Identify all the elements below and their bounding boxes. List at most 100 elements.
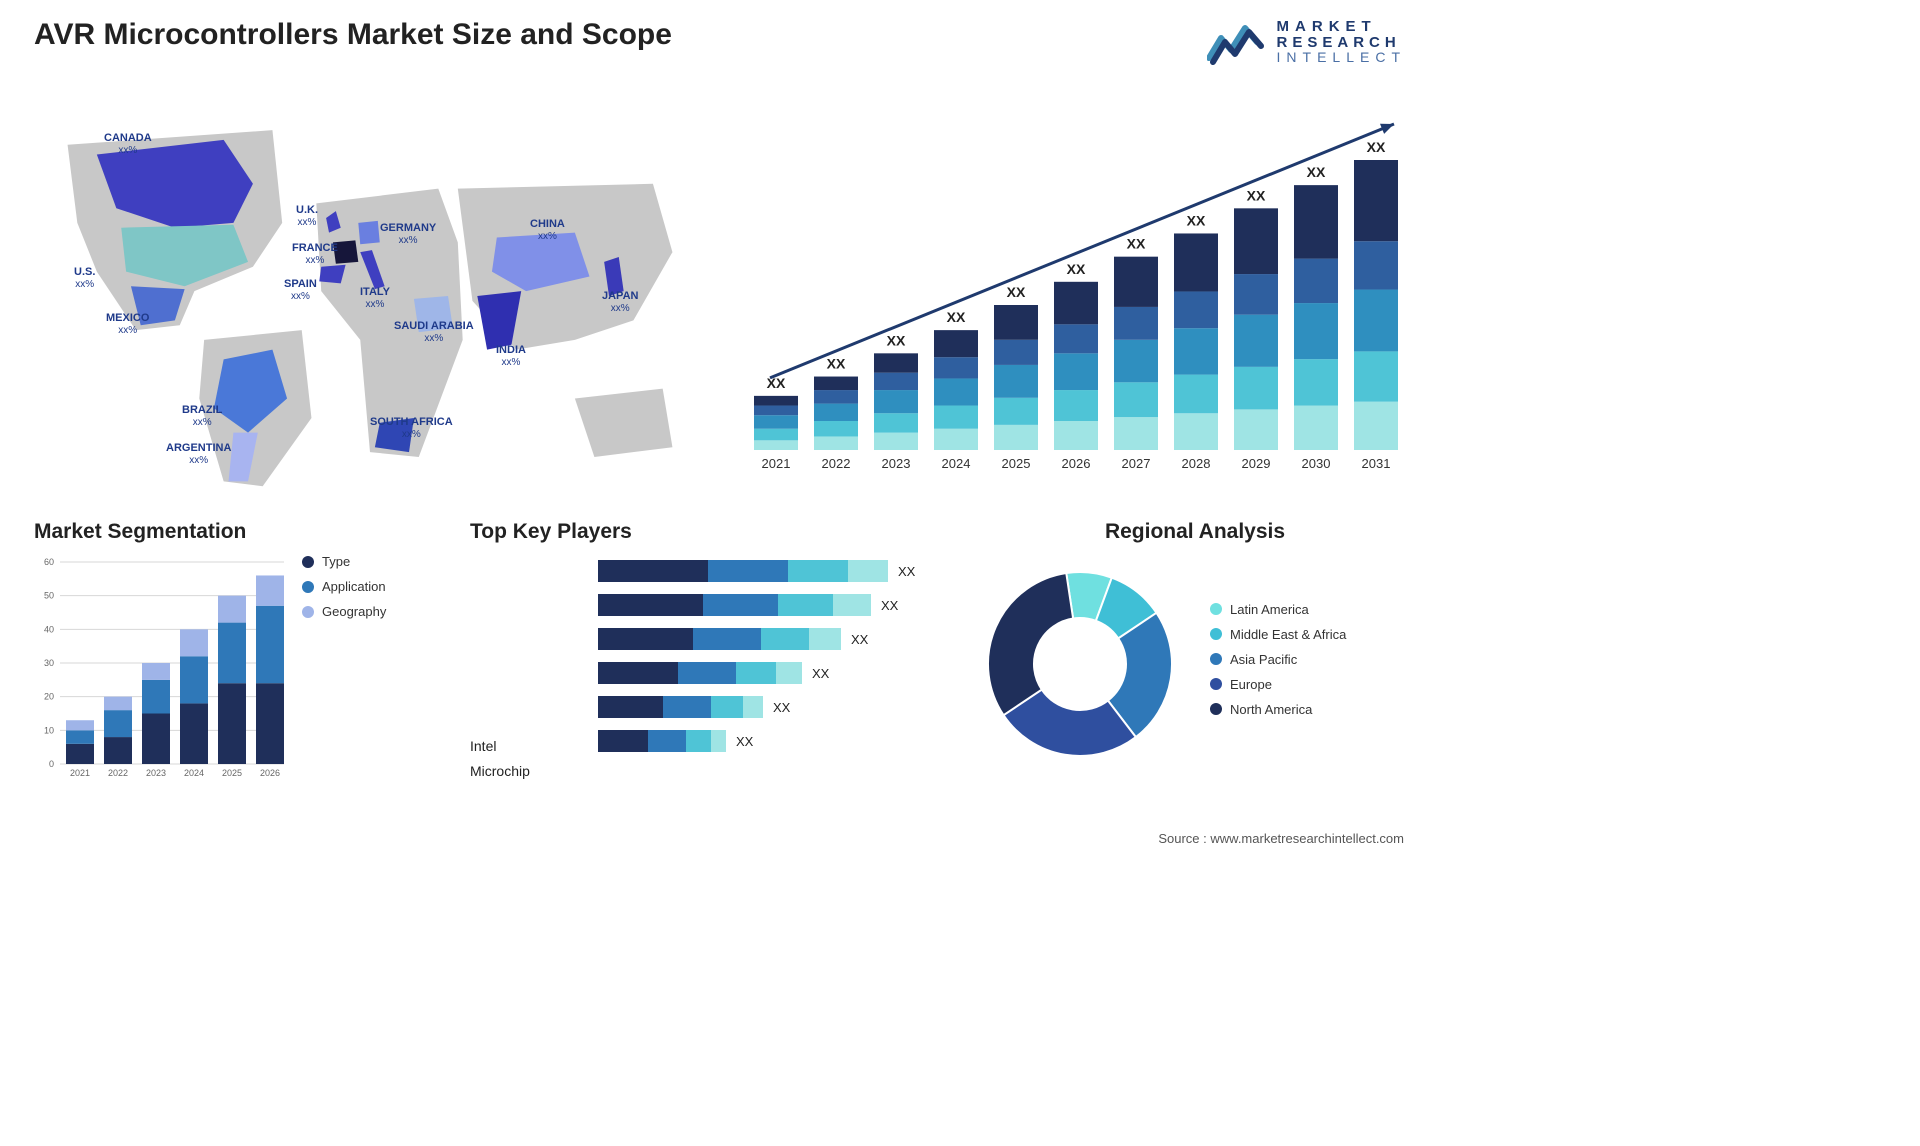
key-bar <box>788 560 848 582</box>
seg-bar <box>104 710 132 737</box>
main-bar <box>1234 367 1278 410</box>
key-bar <box>598 560 708 582</box>
main-bar <box>754 429 798 441</box>
main-bar <box>754 440 798 450</box>
main-bar <box>994 340 1038 365</box>
seg-bar <box>66 730 94 743</box>
main-bar <box>1054 353 1098 390</box>
main-bar <box>874 433 918 450</box>
key-bar-label: XX <box>851 632 869 647</box>
key-bar <box>708 560 788 582</box>
key-bar-label: XX <box>812 666 830 681</box>
key-bar <box>743 696 763 718</box>
bar-label: XX <box>1247 187 1266 203</box>
regional-legend: Latin AmericaMiddle East & AfricaAsia Pa… <box>1210 602 1346 727</box>
svg-text:0: 0 <box>49 759 54 769</box>
svg-text:30: 30 <box>44 658 54 668</box>
main-bar <box>994 425 1038 450</box>
main-bar <box>934 378 978 405</box>
key-bar <box>848 560 888 582</box>
key-bar <box>776 662 802 684</box>
key-player-name: Microchip <box>470 759 580 784</box>
key-bar-label: XX <box>736 734 754 749</box>
main-bar <box>1234 315 1278 367</box>
key-bar <box>736 662 776 684</box>
key-bar <box>833 594 871 616</box>
main-bar <box>1054 421 1098 450</box>
bar-label: XX <box>827 356 846 372</box>
key-bar <box>663 696 711 718</box>
main-bar <box>874 390 918 413</box>
main-bar <box>814 421 858 436</box>
main-bar <box>1114 417 1158 450</box>
segmentation-chart: 0102030405060202120222023202420252026 <box>34 554 284 784</box>
main-bar <box>994 305 1038 340</box>
regional-legend-item: North America <box>1210 702 1346 717</box>
seg-legend-item: Application <box>302 579 386 594</box>
regional-legend-item: Asia Pacific <box>1210 652 1346 667</box>
bar-year: 2028 <box>1182 456 1211 471</box>
map-label-india: INDIAxx% <box>496 344 526 368</box>
bar-label: XX <box>1067 261 1086 277</box>
bar-label: XX <box>767 375 786 391</box>
logo-line3: INTELLECT <box>1277 50 1406 65</box>
logo-line2: RESEARCH <box>1277 35 1406 51</box>
main-bar <box>1234 409 1278 450</box>
key-bar <box>693 628 761 650</box>
segmentation-title: Market Segmentation <box>34 520 454 544</box>
map-label-germany: GERMANYxx% <box>380 222 436 246</box>
svg-text:2022: 2022 <box>108 768 128 778</box>
key-bar <box>711 696 743 718</box>
map-label-japan: JAPANxx% <box>602 290 638 314</box>
main-bar <box>754 396 798 406</box>
map-label-brazil: BRAZILxx% <box>182 404 222 428</box>
main-bar <box>1354 241 1398 289</box>
bar-year: 2031 <box>1362 456 1391 471</box>
key-bar <box>711 730 726 752</box>
logo-line1: MARKET <box>1277 19 1406 35</box>
main-bar <box>934 330 978 357</box>
seg-bar <box>142 680 170 714</box>
bar-label: XX <box>887 332 906 348</box>
main-bar <box>1234 274 1278 315</box>
regional-title: Regional Analysis <box>980 520 1410 544</box>
main-bar <box>934 406 978 429</box>
seg-bar <box>218 623 246 684</box>
brand-logo: MARKET RESEARCH INTELLECT <box>1207 18 1406 66</box>
main-bar <box>1294 185 1338 258</box>
key-bar <box>598 696 663 718</box>
svg-text:60: 60 <box>44 557 54 567</box>
main-bar <box>1294 303 1338 359</box>
seg-bar <box>104 697 132 710</box>
main-bar <box>814 377 858 391</box>
regional-legend-item: Europe <box>1210 677 1346 692</box>
source-text: Source : www.marketresearchintellect.com <box>1158 831 1404 846</box>
bar-year: 2026 <box>1062 456 1091 471</box>
seg-bar <box>66 744 94 764</box>
key-bar <box>678 662 736 684</box>
bar-year: 2024 <box>942 456 971 471</box>
seg-bar <box>180 629 208 656</box>
map-label-argentina: ARGENTINAxx% <box>166 442 231 466</box>
bar-year: 2027 <box>1122 456 1151 471</box>
key-players-panel: Top Key Players IntelMicrochip XXXXXXXXX… <box>470 520 960 784</box>
main-bar <box>754 406 798 416</box>
seg-bar <box>256 683 284 764</box>
bar-label: XX <box>1007 284 1026 300</box>
seg-legend-item: Type <box>302 554 386 569</box>
map-label-mexico: MEXICOxx% <box>106 312 149 336</box>
key-players-chart: XXXXXXXXXXXX <box>594 554 954 784</box>
seg-bar <box>218 596 246 623</box>
main-bar <box>1054 324 1098 353</box>
map-label-china: CHINAxx% <box>530 218 565 242</box>
market-size-chart: XX2021XX2022XX2023XX2024XX2025XX2026XX20… <box>744 110 1404 480</box>
main-bar <box>1114 307 1158 340</box>
map-label-spain: SPAINxx% <box>284 278 317 302</box>
main-bar <box>1114 340 1158 383</box>
main-bar <box>754 415 798 429</box>
bar-year: 2021 <box>762 456 791 471</box>
key-bar <box>648 730 686 752</box>
map-label-south-africa: SOUTH AFRICAxx% <box>370 416 453 440</box>
bar-year: 2023 <box>882 456 911 471</box>
main-bar <box>1354 351 1398 401</box>
